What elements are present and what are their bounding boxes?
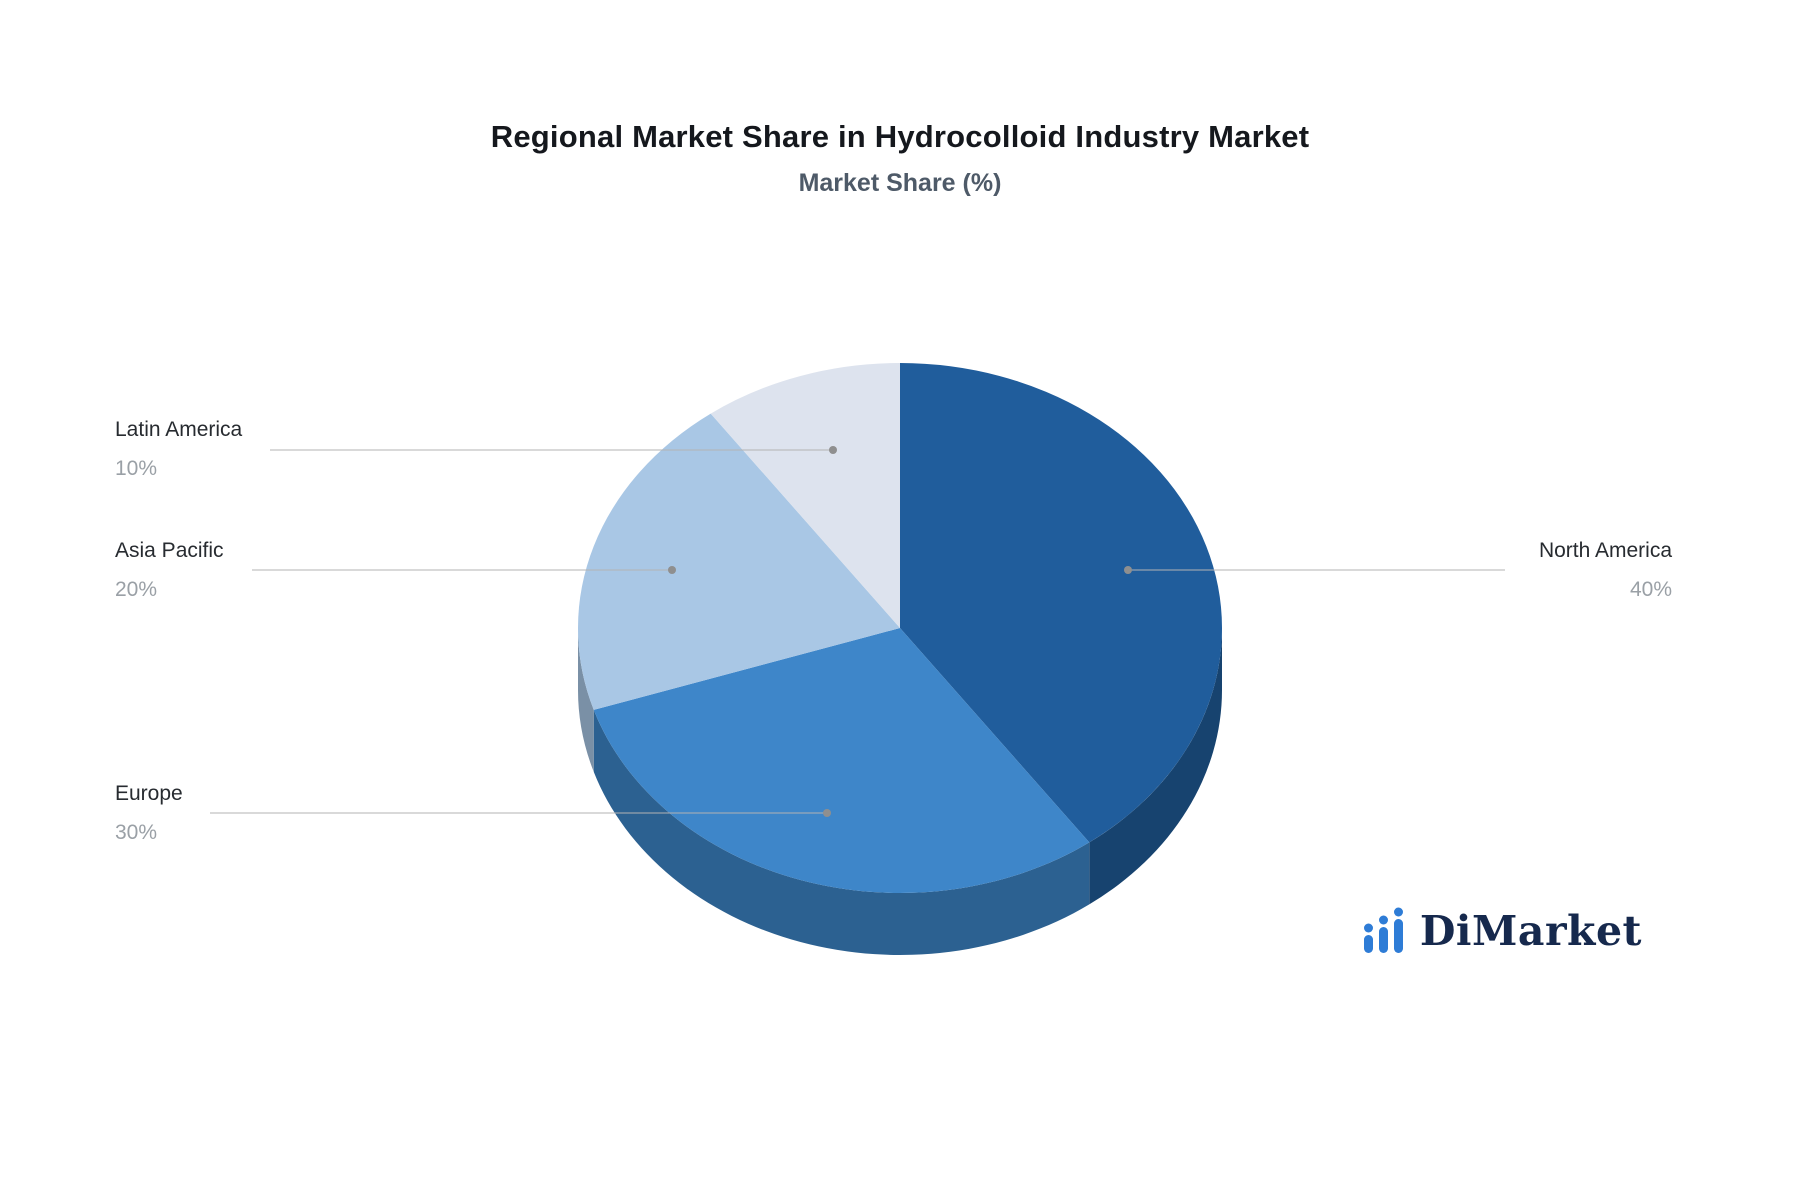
- pie-label-europe: Europe 30%: [115, 781, 183, 846]
- pie-label-name: North America: [1538, 539, 1672, 562]
- pie-slice-north-america[interactable]: [900, 363, 1223, 843]
- pie-slice-europe[interactable]: [593, 628, 1090, 893]
- dimarket-logo: DiMarket: [1361, 902, 1642, 960]
- leader-dot-north-america: [1124, 566, 1132, 574]
- pie-slice-side-europe: [593, 709, 1090, 955]
- pie-label-value: 20%: [115, 578, 158, 601]
- pie-label-name: Latin America: [115, 418, 243, 441]
- pie-label-value: 40%: [1629, 578, 1672, 601]
- pie-label-north-america: North America 40%: [1539, 538, 1672, 603]
- leader-dot-asia-pacific: [668, 566, 676, 574]
- pie-label-value: 30%: [115, 821, 158, 844]
- chart-subtitle: Market Share (%): [798, 169, 1002, 197]
- pie-slice-side-asia-pacific: [578, 628, 594, 772]
- pie-slice-asia-pacific[interactable]: [578, 413, 900, 710]
- bar-chart-icon: [1363, 907, 1403, 953]
- pie-label-name: Europe: [115, 782, 183, 805]
- chart-title: Regional Market Share in Hydrocolloid In…: [490, 119, 1310, 154]
- pie-label-name: Asia Pacific: [115, 539, 224, 562]
- logo-text: DiMarket: [1419, 907, 1642, 955]
- pie-label-value: 10%: [115, 457, 158, 480]
- pie-slice-latin-america[interactable]: [710, 363, 900, 628]
- pie-slice-side-north-america: [1089, 628, 1222, 905]
- leader-dot-latin-america: [829, 446, 837, 454]
- pie-label-latin-america: Latin America 10%: [115, 417, 242, 482]
- pie-label-asia-pacific: Asia Pacific 20%: [115, 538, 224, 603]
- leader-dot-europe: [823, 809, 831, 817]
